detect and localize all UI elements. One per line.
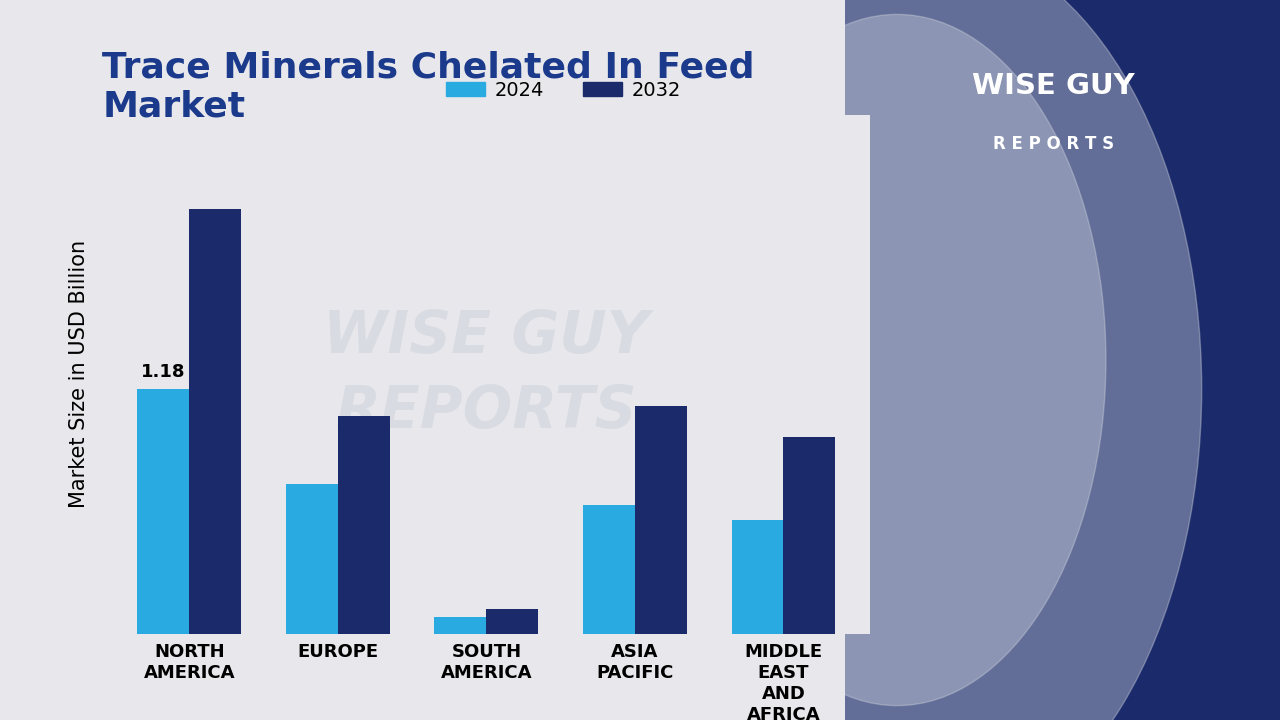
Circle shape bbox=[689, 14, 1106, 706]
Bar bbox=[783, 436, 836, 634]
Bar bbox=[635, 405, 687, 634]
Text: 1.18: 1.18 bbox=[141, 363, 186, 381]
Circle shape bbox=[662, 0, 1202, 720]
Legend: 2024, 2032: 2024, 2032 bbox=[438, 73, 689, 107]
Bar bbox=[582, 505, 635, 634]
Bar bbox=[285, 485, 338, 634]
Text: WISE GUY: WISE GUY bbox=[973, 73, 1135, 100]
Text: R E P O R T S: R E P O R T S bbox=[993, 135, 1115, 153]
Bar bbox=[338, 416, 390, 634]
Bar bbox=[731, 520, 783, 634]
Bar bbox=[434, 617, 486, 634]
Text: WISE GUY
REPORTS: WISE GUY REPORTS bbox=[324, 308, 649, 441]
Bar bbox=[137, 389, 189, 634]
Bar bbox=[486, 608, 539, 634]
Text: Trace Minerals Chelated In Feed
Market: Trace Minerals Chelated In Feed Market bbox=[102, 50, 755, 124]
Y-axis label: Market Size in USD Billion: Market Size in USD Billion bbox=[69, 240, 88, 508]
Bar bbox=[189, 209, 242, 634]
